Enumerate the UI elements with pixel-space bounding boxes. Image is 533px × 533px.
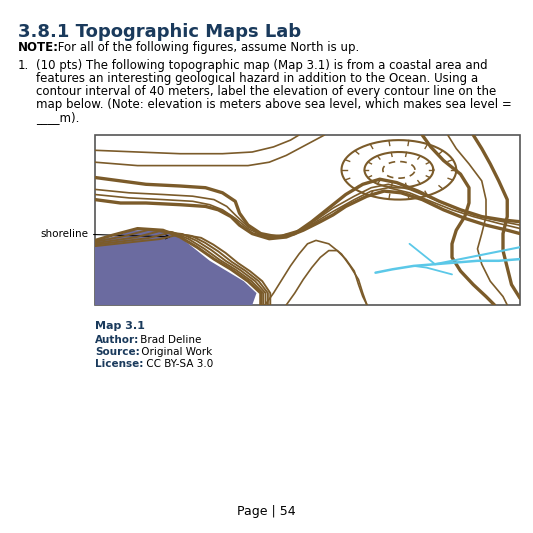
Text: Brad Deline: Brad Deline	[137, 335, 201, 345]
Text: Page | 54: Page | 54	[237, 505, 296, 518]
Text: features an interesting geological hazard in addition to the Ocean. Using a: features an interesting geological hazar…	[36, 72, 478, 85]
Text: For all of the following figures, assume North is up.: For all of the following figures, assume…	[54, 41, 359, 54]
Text: NOTE:: NOTE:	[18, 41, 59, 54]
Bar	[95, 135, 520, 305]
Text: map below. (Note: elevation is meters above sea level, which makes sea level =: map below. (Note: elevation is meters ab…	[36, 98, 512, 111]
Text: contour interval of 40 meters, label the elevation of every contour line on the: contour interval of 40 meters, label the…	[36, 85, 496, 98]
Text: Original Work: Original Work	[138, 347, 212, 357]
Text: License:: License:	[95, 359, 143, 369]
Text: ____m).: ____m).	[36, 111, 79, 124]
Text: 3.8.1 Topographic Maps Lab: 3.8.1 Topographic Maps Lab	[18, 23, 301, 41]
Text: Author:: Author:	[95, 335, 139, 345]
Bar	[95, 135, 520, 305]
Polygon shape	[95, 230, 256, 305]
Text: (10 pts) The following topographic map (Map 3.1) is from a coastal area and: (10 pts) The following topographic map (…	[36, 59, 488, 72]
Text: shoreline: shoreline	[40, 229, 169, 239]
Text: CC BY-SA 3.0: CC BY-SA 3.0	[143, 359, 213, 369]
Text: Source:: Source:	[95, 347, 140, 357]
Text: 1.: 1.	[18, 59, 29, 72]
Text: Map 3.1: Map 3.1	[95, 321, 145, 331]
